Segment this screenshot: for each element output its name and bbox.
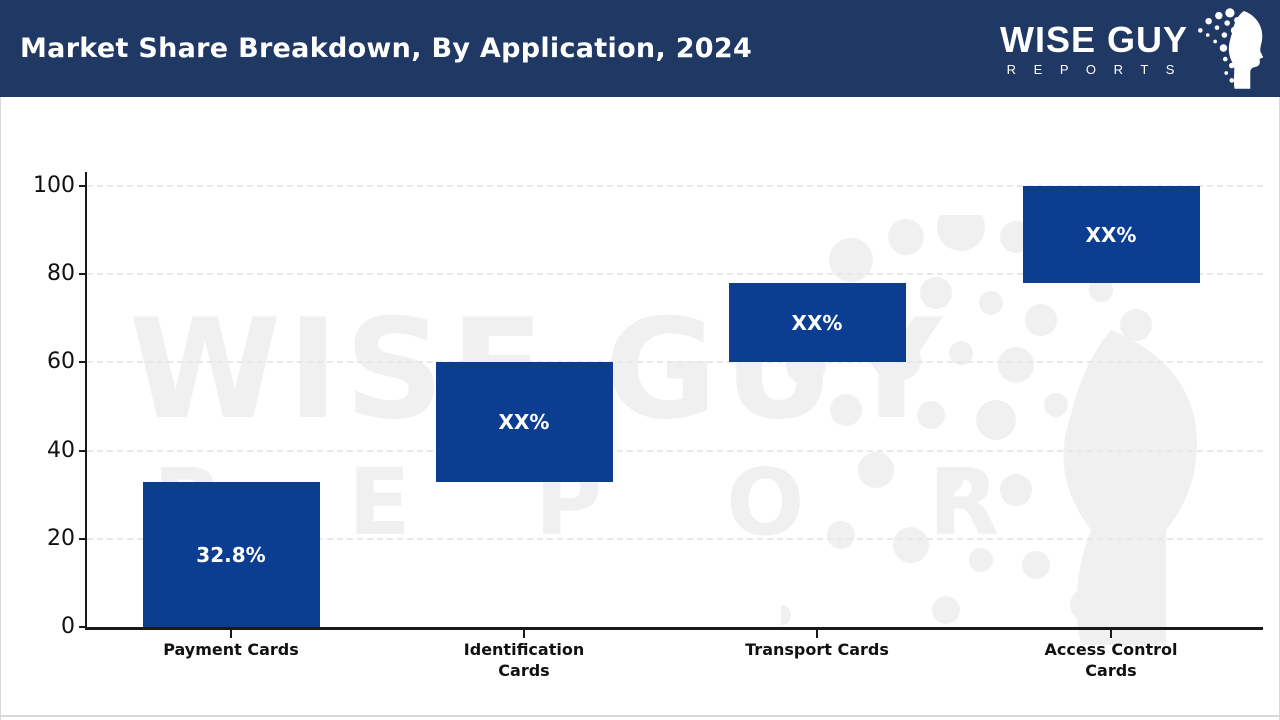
x-category-label: Payment Cards xyxy=(163,640,299,659)
logo-title-text: WISE GUY xyxy=(999,18,1188,60)
x-category-label: Access Control Cards xyxy=(1044,640,1178,680)
y-tick-mark xyxy=(79,537,87,540)
y-tick-mark xyxy=(79,449,87,452)
gridline xyxy=(87,185,1263,187)
gridline xyxy=(87,537,1263,540)
dotted-head-icon xyxy=(1198,8,1264,89)
footer-divider xyxy=(1,715,1279,717)
y-tick-mark xyxy=(79,626,87,628)
y-tick-label: 20 xyxy=(47,525,75,551)
header-bar: Market Share Breakdown, By Application, … xyxy=(0,0,1280,97)
y-tick-mark xyxy=(79,273,87,276)
y-tick-mark xyxy=(79,185,87,187)
y-tick-label: 60 xyxy=(47,349,75,375)
bar-value-label: 32.8% xyxy=(196,542,266,567)
logo-subtitle-text: R E P O R T S xyxy=(1006,61,1182,77)
gridline xyxy=(87,449,1263,452)
x-tick-mark xyxy=(816,630,818,638)
gridline xyxy=(87,361,1263,364)
x-tick-mark xyxy=(523,630,525,638)
y-tick-label: 0 xyxy=(61,614,75,639)
wise-guy-logo: WISE GUY R E P O R T S xyxy=(1000,6,1266,90)
bar-segment: 32.8% xyxy=(142,482,320,627)
logo-wordmark: WISE GUY R E P O R T S xyxy=(999,18,1188,77)
gridline xyxy=(87,273,1263,276)
y-tick-label: 80 xyxy=(47,261,75,287)
page-title: Market Share Breakdown, By Application, … xyxy=(20,33,753,64)
y-axis xyxy=(85,172,87,630)
y-tick-label: 100 xyxy=(33,173,75,198)
bar-segment: XX% xyxy=(728,283,906,363)
bar-segment: XX% xyxy=(1022,186,1200,284)
y-tick-mark xyxy=(79,361,87,364)
x-category-label: Transport Cards xyxy=(745,640,889,659)
bar-segment: XX% xyxy=(435,362,613,483)
chart-area: WISE GUY R E P O R T S xyxy=(0,97,1280,720)
x-axis xyxy=(85,627,1263,630)
x-tick-mark xyxy=(230,630,232,638)
bar-value-label: XX% xyxy=(791,310,843,335)
y-tick-label: 40 xyxy=(47,437,75,463)
x-category-label: Identification Cards xyxy=(463,640,585,680)
bar-value-label: XX% xyxy=(1085,222,1137,247)
bar-value-label: XX% xyxy=(498,410,550,435)
x-tick-mark xyxy=(1110,630,1112,638)
waterfall-chart: 0 20 40 60 80 100 32.8% Payment Cards XX% Identif… xyxy=(1,97,1280,720)
